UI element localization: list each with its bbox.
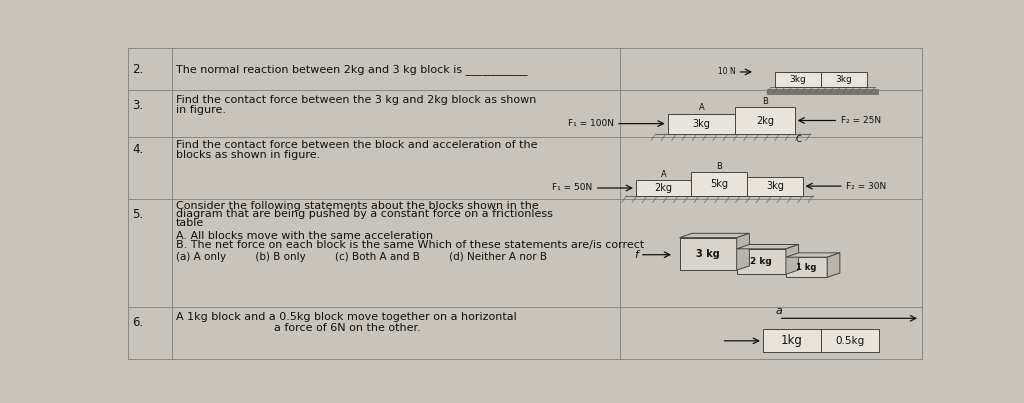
Text: F₂ = 30N: F₂ = 30N: [846, 182, 887, 191]
Text: 3kg: 3kg: [790, 75, 806, 84]
Bar: [748, 177, 803, 196]
Bar: [691, 172, 748, 196]
Text: B: B: [762, 97, 768, 106]
Text: 6.: 6.: [132, 316, 143, 330]
Polygon shape: [736, 233, 750, 270]
Bar: [767, 89, 879, 95]
Text: Find the contact force between the 3 kg and 2kg block as shown: Find the contact force between the 3 kg …: [176, 95, 536, 105]
Text: table: table: [176, 218, 204, 228]
Bar: [785, 257, 827, 277]
Text: 5kg: 5kg: [711, 179, 728, 189]
Text: 3kg: 3kg: [766, 181, 783, 191]
Text: A: A: [698, 103, 705, 112]
Text: F₁ = 50N: F₁ = 50N: [552, 183, 592, 193]
Text: F₂ = 25N: F₂ = 25N: [841, 116, 881, 125]
Polygon shape: [680, 233, 750, 238]
Bar: [821, 72, 867, 87]
Bar: [736, 249, 785, 274]
Text: 3 kg: 3 kg: [696, 249, 720, 259]
Bar: [763, 329, 821, 353]
Text: diagram that are being pushed by a constant force on a frictionless: diagram that are being pushed by a const…: [176, 210, 553, 219]
Text: 4.: 4.: [132, 143, 143, 156]
Text: A: A: [660, 170, 667, 179]
Text: 1kg: 1kg: [781, 334, 803, 347]
Text: C: C: [796, 135, 802, 144]
Bar: [821, 329, 879, 353]
Text: 3kg: 3kg: [692, 118, 711, 129]
Polygon shape: [827, 253, 840, 277]
Text: 1 kg: 1 kg: [797, 263, 817, 272]
Bar: [735, 107, 795, 134]
Text: a: a: [775, 306, 782, 316]
Text: 3kg: 3kg: [836, 75, 852, 84]
Bar: [775, 72, 821, 87]
Text: F₁ = 100N: F₁ = 100N: [568, 119, 614, 128]
Bar: [636, 180, 691, 196]
Text: B: B: [717, 162, 722, 171]
Text: blocks as shown in figure.: blocks as shown in figure.: [176, 150, 319, 160]
Text: 0.5kg: 0.5kg: [836, 336, 864, 346]
Text: The normal reaction between 2kg and 3 kg block is ___________: The normal reaction between 2kg and 3 kg…: [176, 64, 527, 75]
Text: 2kg: 2kg: [654, 183, 673, 193]
Text: A 1kg block and a 0.5kg block move together on a horizontal: A 1kg block and a 0.5kg block move toget…: [176, 312, 516, 322]
Polygon shape: [785, 245, 799, 274]
Text: f: f: [635, 250, 638, 260]
Polygon shape: [736, 245, 799, 249]
Bar: [668, 114, 735, 134]
Text: 2kg: 2kg: [756, 116, 774, 125]
Polygon shape: [785, 253, 840, 257]
Text: in figure.: in figure.: [176, 106, 225, 115]
Text: Find the contact force between the block and acceleration of the: Find the contact force between the block…: [176, 141, 538, 150]
Text: 2.: 2.: [132, 63, 143, 76]
Text: a force of 6N on the other.: a force of 6N on the other.: [176, 323, 421, 332]
Text: 5.: 5.: [132, 208, 143, 221]
Text: 10 N: 10 N: [718, 67, 736, 77]
Text: B. The net force on each block is the same Which of these statements are/is corr: B. The net force on each block is the sa…: [176, 240, 644, 250]
Text: (a) A only         (b) B only         (c) Both A and B         (d) Neither A nor: (a) A only (b) B only (c) Both A and B (…: [176, 252, 547, 262]
Text: 2 kg: 2 kg: [751, 257, 772, 266]
Text: A. All blocks move with the same acceleration: A. All blocks move with the same acceler…: [176, 231, 433, 241]
Bar: [680, 238, 736, 270]
Text: 3.: 3.: [132, 99, 143, 112]
Text: Consider the following statements about the blocks shown in the: Consider the following statements about …: [176, 201, 539, 211]
